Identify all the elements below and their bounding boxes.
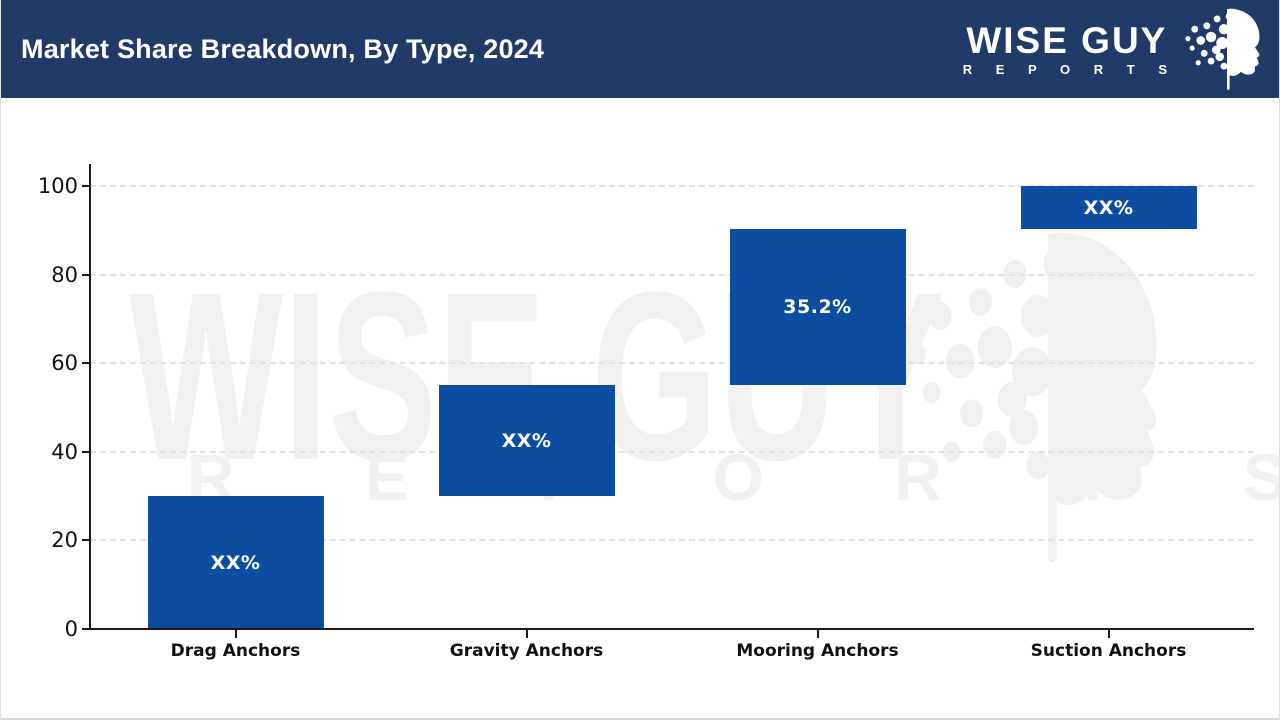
y-tick-label-40: 40 (51, 439, 78, 464)
x-tick-label-2: Mooring Anchors (736, 641, 899, 661)
y-tick-label-60: 60 (51, 351, 78, 376)
y-tick-mark-60 (82, 362, 89, 365)
x-tick-mark-1 (525, 630, 528, 638)
header-bar: Market Share Breakdown, By Type, 2024 WI… (1, 0, 1279, 98)
y-tick-label-100: 100 (37, 174, 78, 198)
watermark-face-icon (908, 232, 1157, 562)
y-tick-mark-80 (82, 273, 89, 276)
logo-head-icon (1185, 8, 1260, 90)
logo-text: WISE GUY R E P O R T S (957, 22, 1177, 76)
bar-drag-anchors: XX% (147, 496, 324, 629)
y-tick-mark-100 (82, 185, 89, 187)
page-title: Market Share Breakdown, By Type, 2024 (21, 33, 545, 64)
logo-wiseguy-label: WISE GUY (966, 20, 1168, 61)
bar-value-label: 35.2% (783, 296, 852, 319)
bar-value-label: XX% (501, 429, 552, 452)
y-tick-mark-0 (82, 628, 89, 630)
y-tick-mark-20 (82, 539, 89, 542)
bar-suction-anchors: XX% (1020, 186, 1197, 230)
bar-mooring-anchors: 35.2% (729, 229, 906, 386)
x-tick-label-0: Drag Anchors (170, 641, 301, 661)
gridline-y-20 (90, 539, 1254, 542)
x-axis-line (89, 628, 1254, 630)
x-tick-mark-0 (234, 630, 237, 638)
bar-value-label: XX% (1083, 196, 1134, 219)
x-tick-mark-3 (1107, 630, 1110, 638)
x-tick-mark-2 (816, 630, 819, 638)
gridline-y-100 (90, 185, 1254, 187)
x-tick-label-3: Suction Anchors (1030, 641, 1187, 661)
bar-value-label: XX% (210, 551, 261, 574)
gridline-y-60 (90, 362, 1254, 365)
y-tick-label-80: 80 (51, 262, 78, 287)
logo-reports-label: R E P O R T S (962, 62, 1177, 77)
x-tick-label-1: Gravity Anchors (449, 641, 604, 661)
wise-guy-logo: WISE GUY R E P O R T S (957, 5, 1279, 93)
gridline-y-40 (90, 450, 1254, 453)
y-tick-label-0: 0 (64, 617, 78, 641)
bar-gravity-anchors: XX% (438, 385, 615, 497)
y-axis-line (89, 164, 91, 630)
y-tick-mark-40 (82, 450, 89, 453)
y-tick-label-20: 20 (51, 528, 78, 553)
gridline-y-80 (90, 273, 1254, 276)
